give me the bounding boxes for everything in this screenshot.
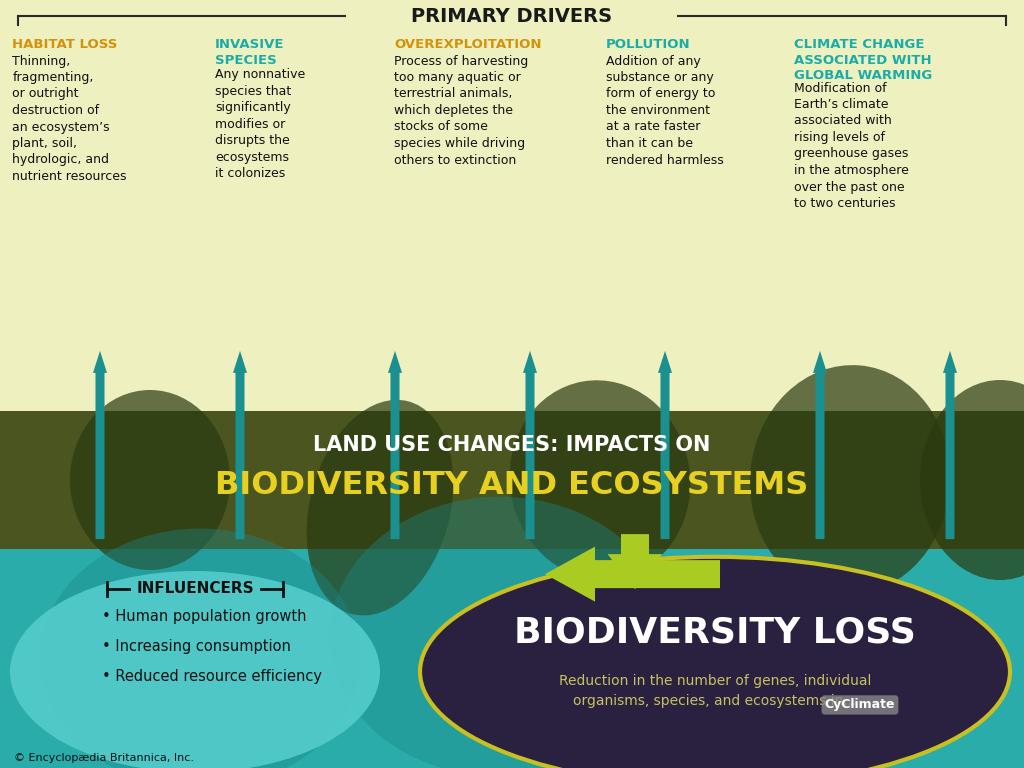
Text: • Increasing consumption: • Increasing consumption [102,639,291,654]
Text: © Encyclopædia Britannica, Inc.: © Encyclopædia Britannica, Inc. [14,753,194,763]
Text: Any nonnative
species that
significantly
modifies or
disrupts the
ecosystems
it : Any nonnative species that significantly… [215,68,305,180]
Ellipse shape [920,380,1024,580]
Text: HABITAT LOSS: HABITAT LOSS [12,38,118,51]
Text: OVEREXPLOITATION: OVEREXPLOITATION [394,38,542,51]
Text: CLIMATE CHANGE
ASSOCIATED WITH
GLOBAL WARMING: CLIMATE CHANGE ASSOCIATED WITH GLOBAL WA… [794,38,932,82]
Text: • Human population growth: • Human population growth [102,609,306,624]
Text: Thinning,
fragmenting,
or outright
destruction of
an ecosystem’s
plant, soil,
hy: Thinning, fragmenting, or outright destr… [12,55,127,183]
Ellipse shape [510,380,690,580]
Bar [0,411,1024,549]
Ellipse shape [40,528,360,768]
Text: BIODIVERSITY LOSS: BIODIVERSITY LOSS [514,616,915,650]
Text: Process of harvesting
too many aquatic or
terrestrial animals,
which depletes th: Process of harvesting too many aquatic o… [394,55,528,167]
FancyArrow shape [607,534,663,589]
Bar [0,549,1024,768]
Text: INVASIVE
SPECIES: INVASIVE SPECIES [215,38,285,67]
Ellipse shape [750,365,950,595]
FancyArrow shape [93,351,106,539]
FancyArrow shape [545,547,720,601]
Text: CyClimate: CyClimate [824,698,895,711]
Text: PRIMARY DRIVERS: PRIMARY DRIVERS [412,6,612,25]
FancyArrow shape [658,351,672,539]
Ellipse shape [610,571,890,768]
Ellipse shape [330,497,670,768]
FancyArrow shape [523,351,537,539]
Text: POLLUTION: POLLUTION [606,38,691,51]
Ellipse shape [70,390,230,570]
Text: INFLUENCERS: INFLUENCERS [136,581,254,596]
Text: • Reduced resource efficiency: • Reduced resource efficiency [102,669,322,684]
Ellipse shape [420,557,1010,768]
FancyArrow shape [943,351,957,539]
FancyArrow shape [233,351,247,539]
Text: Modification of
Earth’s climate
associated with
rising levels of
greenhouse gase: Modification of Earth’s climate associat… [794,81,908,210]
Text: LAND USE CHANGES: IMPACTS ON: LAND USE CHANGES: IMPACTS ON [313,435,711,455]
Ellipse shape [10,571,380,768]
Text: Addition of any
substance or any
form of energy to
the environment
at a rate fas: Addition of any substance or any form of… [606,55,724,167]
Text: Reduction in the number of genes, individual
organisms, species, and ecosystems : Reduction in the number of genes, indivi… [559,674,871,708]
Text: BIODIVERSITY AND ECOSYSTEMS: BIODIVERSITY AND ECOSYSTEMS [215,470,809,501]
FancyArrow shape [813,351,827,539]
Ellipse shape [306,400,454,615]
FancyArrow shape [388,351,402,539]
